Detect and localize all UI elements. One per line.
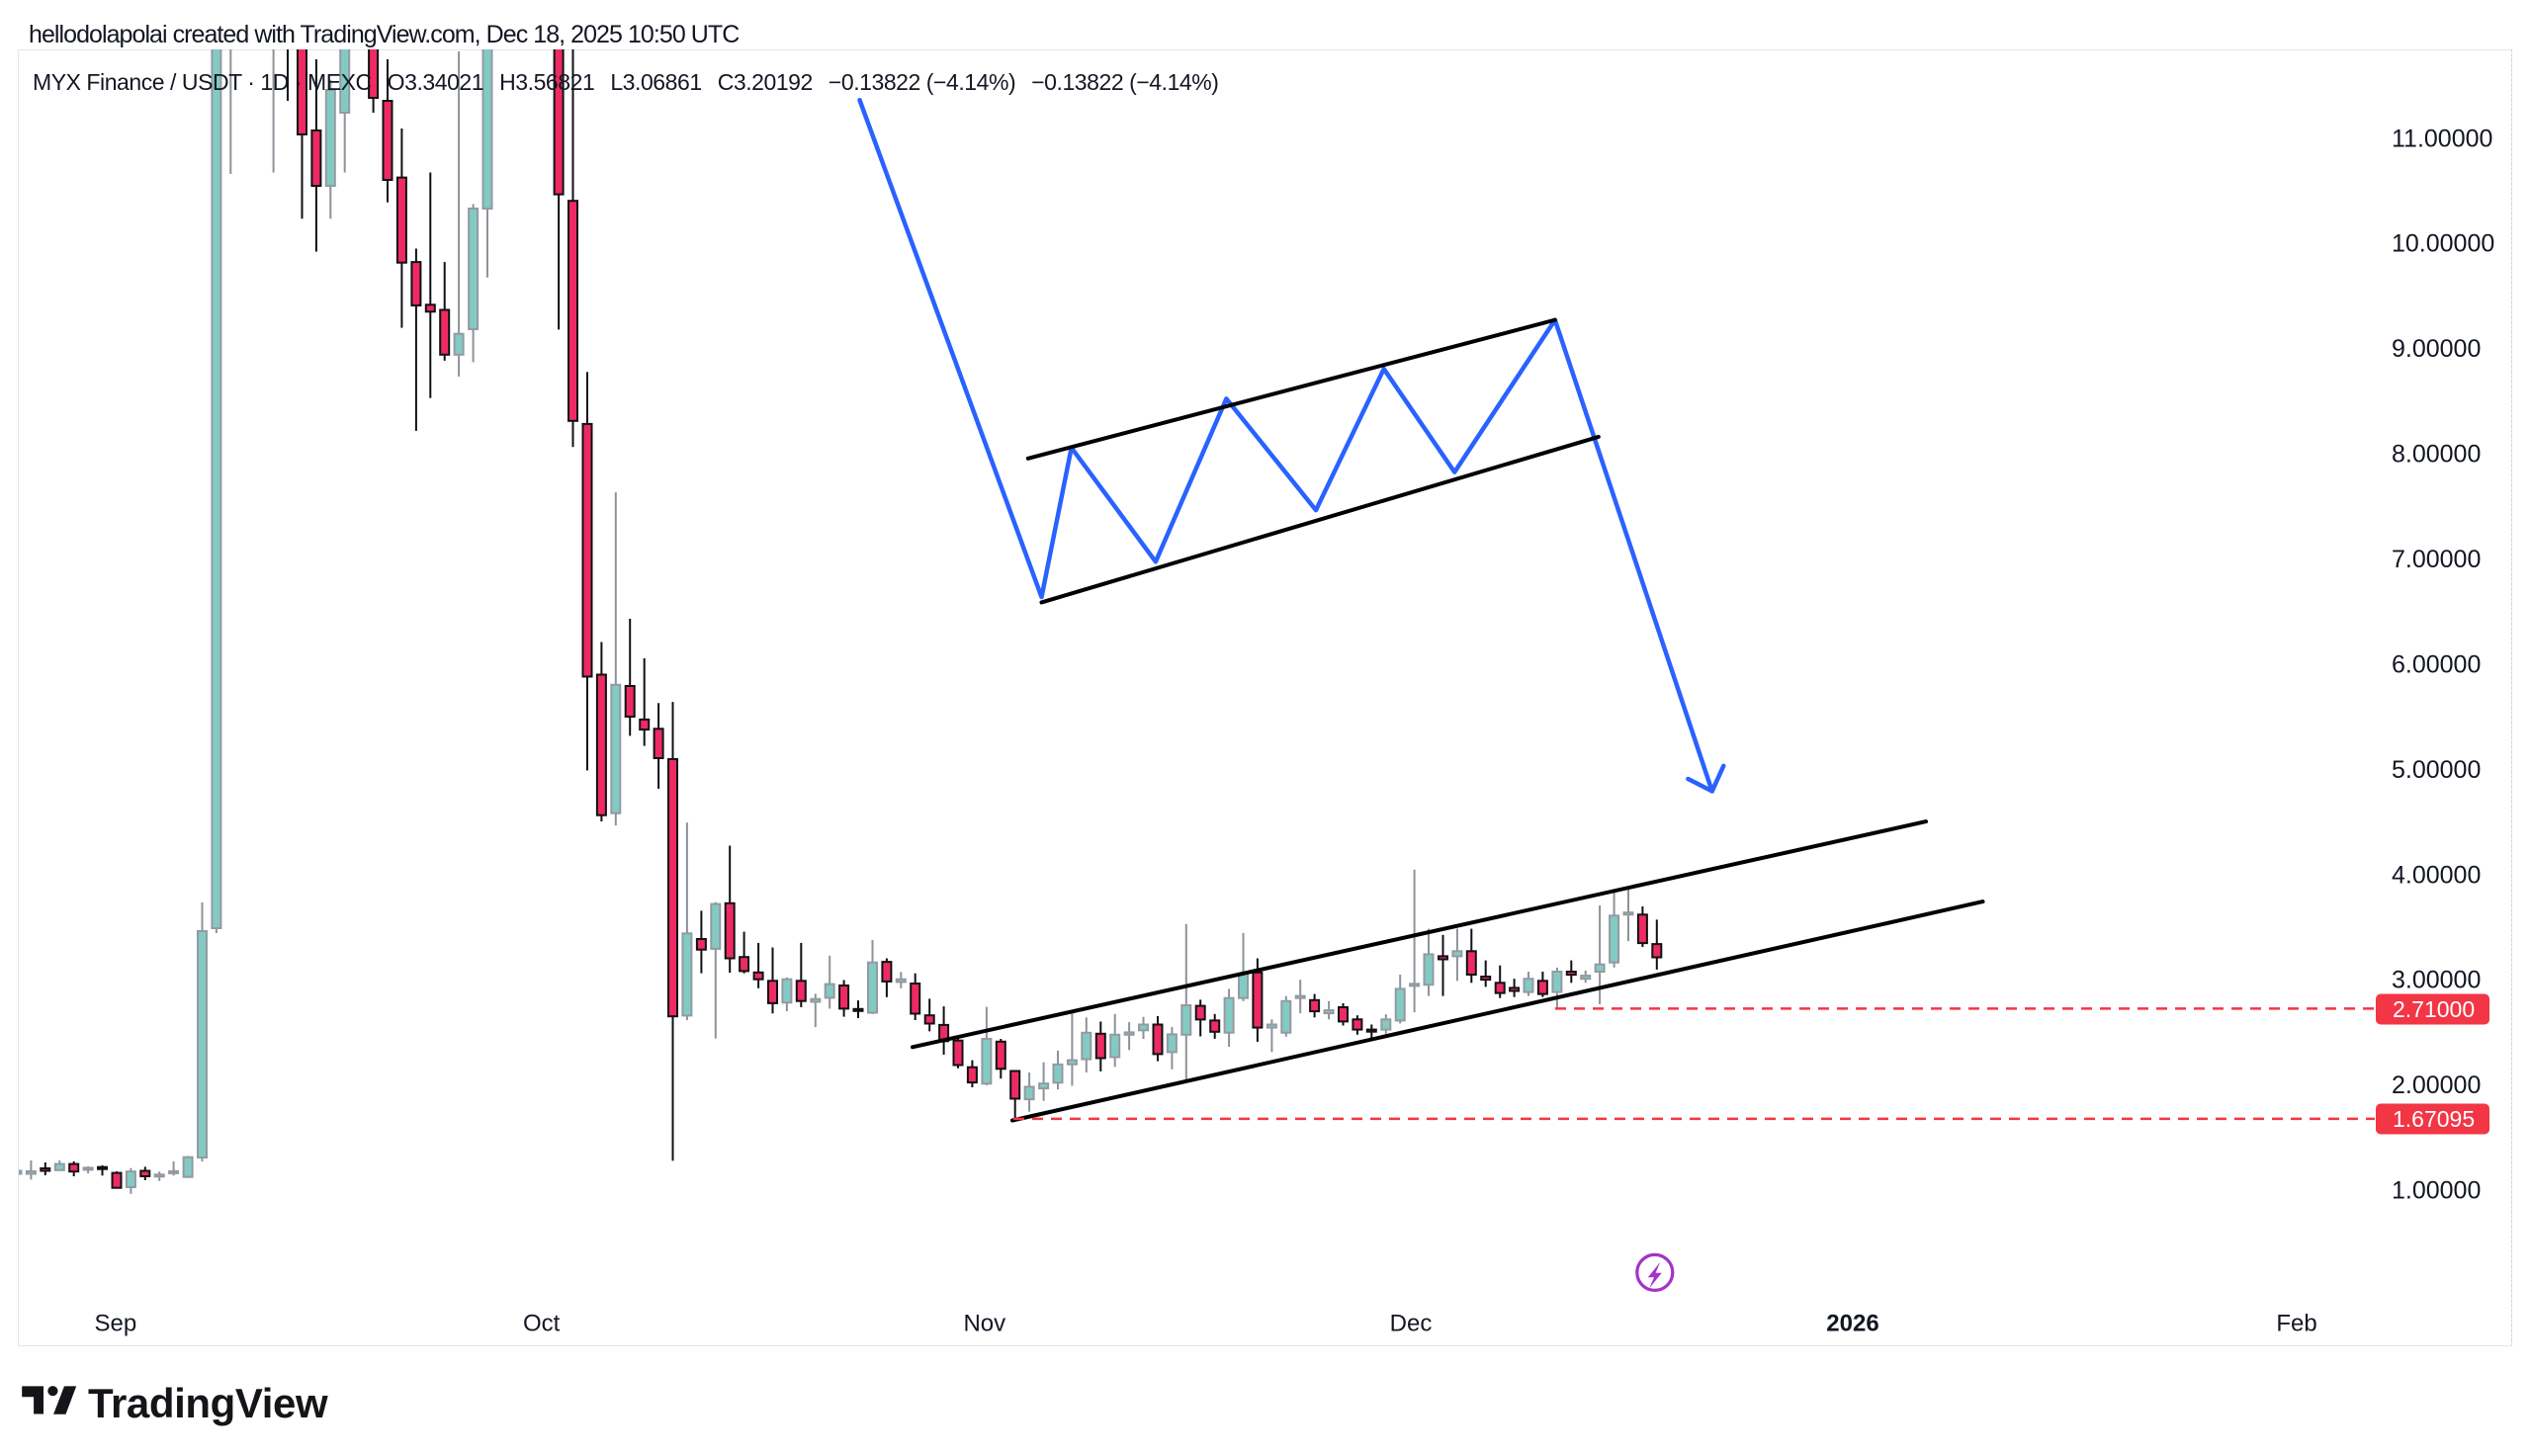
- svg-text:4.00000: 4.00000: [2392, 861, 2481, 889]
- svg-text:Oct: Oct: [523, 1311, 561, 1337]
- svg-text:Sep: Sep: [95, 1311, 137, 1337]
- svg-text:Feb: Feb: [2276, 1311, 2316, 1337]
- svg-text:Dec: Dec: [1390, 1311, 1433, 1337]
- svg-text:1.67095: 1.67095: [2393, 1106, 2475, 1132]
- svg-text:8.00000: 8.00000: [2392, 441, 2481, 469]
- svg-text:2.71000: 2.71000: [2393, 996, 2475, 1022]
- svg-text:5.00000: 5.00000: [2392, 756, 2481, 784]
- svg-text:10.00000: 10.00000: [2392, 230, 2494, 258]
- svg-text:2026: 2026: [1826, 1311, 1878, 1337]
- svg-text:7.00000: 7.00000: [2392, 546, 2481, 573]
- svg-text:11.00000: 11.00000: [2392, 125, 2492, 152]
- svg-text:hellodolapolai created with Tr: hellodolapolai created with TradingView.…: [29, 21, 740, 48]
- svg-text:MYX Finance / USDT · 1D · MEXC: MYX Finance / USDT · 1D · MEXC O3.34021 …: [33, 69, 1218, 95]
- svg-text:Nov: Nov: [963, 1311, 1005, 1337]
- svg-text:3.00000: 3.00000: [2392, 967, 2481, 994]
- svg-text:TradingView: TradingView: [88, 1380, 328, 1426]
- svg-text:2.00000: 2.00000: [2392, 1071, 2481, 1099]
- svg-text:6.00000: 6.00000: [2392, 650, 2481, 678]
- svg-text:9.00000: 9.00000: [2392, 335, 2481, 363]
- svg-text:1.00000: 1.00000: [2392, 1177, 2481, 1205]
